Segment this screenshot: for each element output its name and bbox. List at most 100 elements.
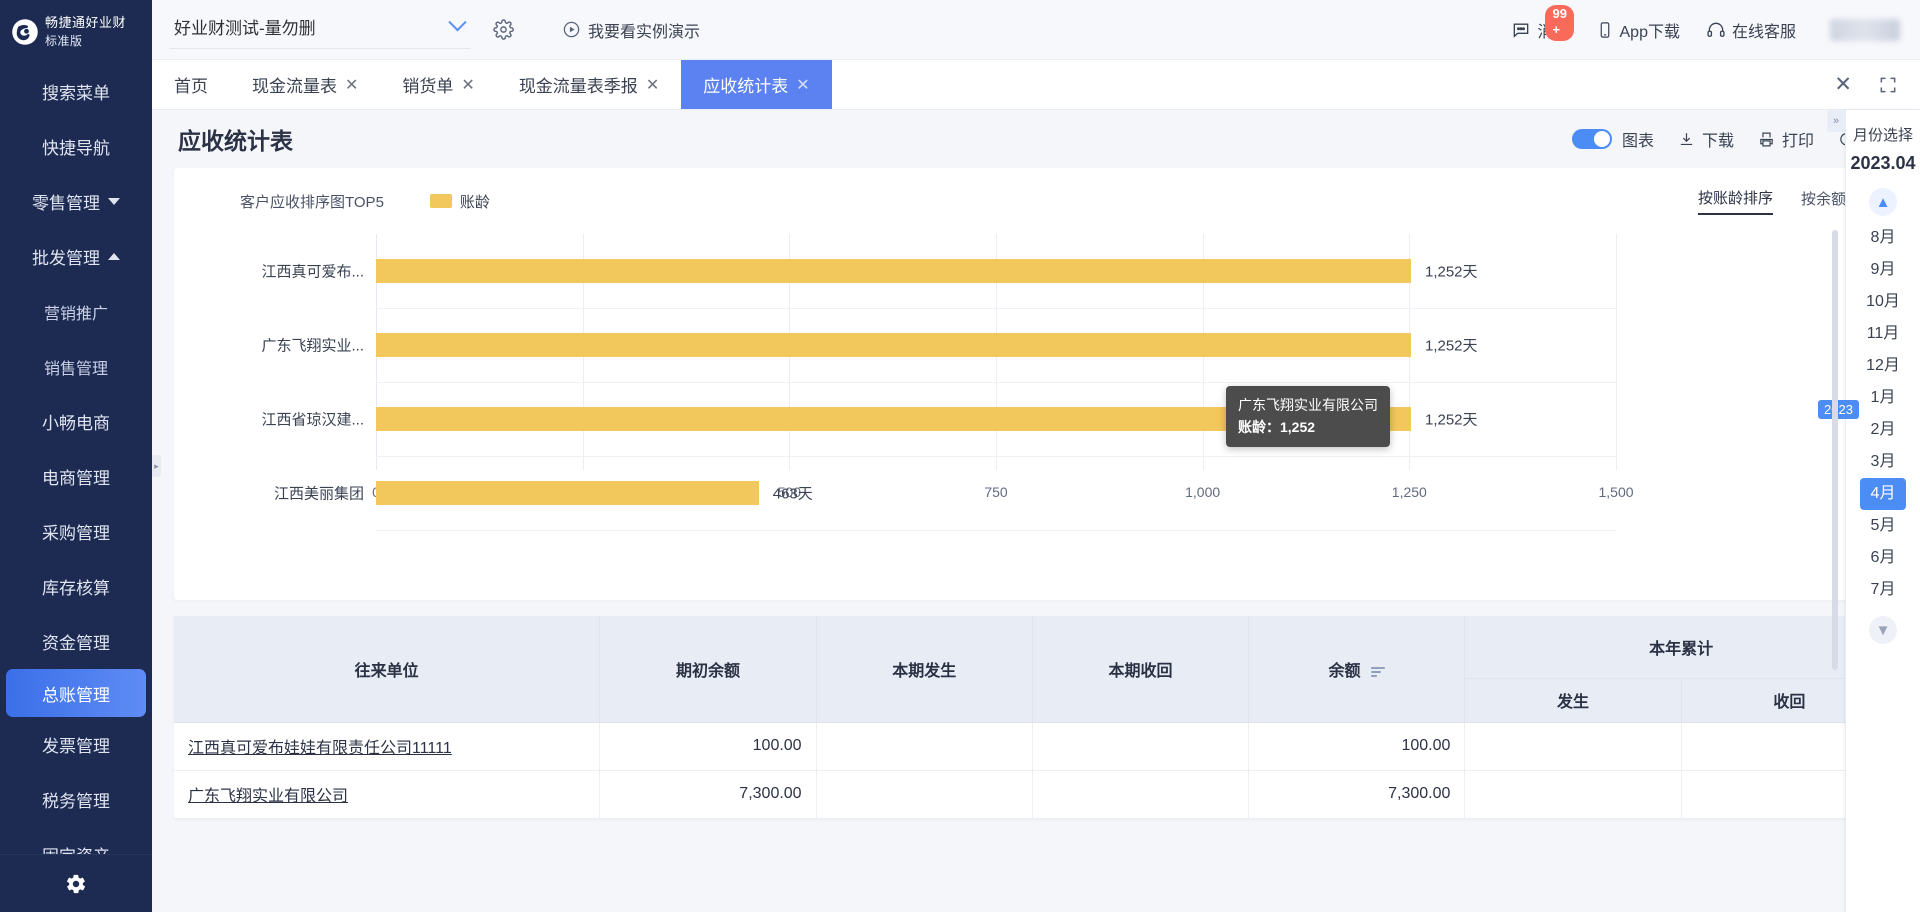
sidebar-item-label: 营销推广 — [43, 305, 108, 323]
col-header-unit[interactable]: 往来单位 — [174, 616, 601, 723]
receivable-table: 往来单位 期初余额 本期发生 本期收回 余额 本年累计 发生 收回 — [174, 616, 1899, 819]
play-circle-icon — [563, 21, 580, 38]
sidebar-settings-button[interactable] — [0, 854, 152, 912]
bar[interactable] — [376, 259, 1411, 283]
sidebar-item-purchase[interactable]: 采购管理 — [0, 504, 152, 559]
unit-link[interactable]: 江西真可爱布娃娃有限责任公司11111 — [188, 740, 452, 757]
sidebar-item-label: 发票管理 — [42, 737, 110, 756]
bar-row[interactable]: 江西省琼汉建... 1,252天 — [261, 382, 1616, 456]
col-header-opening[interactable]: 期初余额 — [599, 616, 817, 723]
row-separator — [376, 308, 1616, 309]
month-option[interactable]: 9月 — [1870, 261, 1896, 278]
bar-value-label: 1,252天 — [1424, 263, 1478, 281]
month-option[interactable]: 4月 — [1860, 478, 1906, 510]
sidebar-item-retail[interactable]: 零售管理 — [0, 174, 152, 229]
table-header-row: 往来单位 期初余额 本期发生 本期收回 余额 本年累计 — [174, 616, 1898, 723]
brand-name: 畅捷通好业财 — [45, 14, 127, 30]
tab-home[interactable]: 首页 — [152, 60, 230, 109]
sidebar-item-invoice[interactable]: 发票管理 — [0, 717, 152, 772]
sidebar-collapse-handle[interactable]: ▸ — [152, 455, 161, 477]
sidebar-item-general-ledger[interactable]: 总账管理 — [6, 669, 146, 717]
table-row[interactable]: 江西真可爱布娃娃有限责任公司11111 100.00 100.00 — [174, 722, 1899, 771]
sidebar-item-fixed-assets[interactable]: 固定资产 — [0, 827, 152, 854]
close-icon[interactable]: ✕ — [645, 76, 660, 94]
bar[interactable] — [376, 481, 759, 505]
fullscreen-icon[interactable] — [1878, 75, 1898, 95]
chart-tooltip: 广东飞翔实业有限公司 账龄：1,252 — [1226, 386, 1390, 447]
avatar[interactable] — [1830, 18, 1900, 41]
cell-current-occur — [816, 770, 1033, 819]
org-selector-value: 好业财测试-量勿删 — [174, 18, 316, 38]
sidebar-item-sales[interactable]: 销售管理 — [0, 339, 152, 394]
col-header-balance[interactable]: 余额 — [1248, 616, 1466, 723]
table-body: 江西真可爱布娃娃有限责任公司11111 100.00 100.00 广东飞翔实业有限公… — [174, 722, 1899, 819]
sort-by-age-button[interactable]: 按账龄排序 — [1697, 187, 1773, 215]
close-icon[interactable]: ✕ — [1834, 73, 1852, 96]
month-panel-collapse-button[interactable]: » — [1827, 110, 1845, 132]
chart-legend: 账龄 — [429, 191, 490, 212]
cell-current-recover — [1032, 722, 1250, 771]
sidebar-item-xc-ecommerce[interactable]: 小畅电商 — [0, 394, 152, 449]
month-option[interactable]: 2月 — [1870, 421, 1896, 438]
sidebar-item-search-menu[interactable]: 搜索菜单 — [0, 64, 152, 119]
sidebar-item-marketing[interactable]: 营销推广 — [0, 284, 152, 339]
online-service-button[interactable]: 在线客服 — [1706, 18, 1796, 42]
month-option[interactable]: 7月 — [1870, 581, 1896, 598]
topbar-actions: 消息 99 + App下载 在线客服 — [1511, 4, 1900, 42]
month-option[interactable]: 11月 — [1866, 325, 1900, 342]
month-option[interactable]: 3月 — [1870, 453, 1896, 470]
tab-cash-flow-statement[interactable]: 现金流量表 ✕ — [230, 60, 380, 109]
month-option[interactable]: 1月 — [1870, 389, 1896, 406]
tab-cash-flow-quarterly[interactable]: 现金流量表季报 ✕ — [497, 60, 681, 109]
bar-row[interactable]: 江西美丽集团 463天 — [274, 456, 1616, 530]
close-icon[interactable]: ✕ — [461, 76, 475, 94]
sort-icon[interactable] — [1370, 666, 1385, 677]
tab-receivable-statistics[interactable]: 应收统计表 ✕ — [681, 60, 832, 109]
col-header-ytd-occur[interactable]: 发生 — [1464, 678, 1682, 723]
app-download-label: App下载 — [1619, 23, 1680, 41]
bar[interactable] — [376, 333, 1411, 357]
month-option[interactable]: 5月 — [1870, 517, 1896, 534]
sidebar-item-ecommerce[interactable]: 电商管理 — [0, 449, 152, 504]
chevron-up-icon[interactable]: ▲ — [1869, 188, 1897, 216]
sidebar-item-inventory[interactable]: 库存核算 — [0, 559, 152, 614]
sidebar-item-label: 零售管理 — [32, 194, 100, 213]
bar-chart: 02505007501,0001,2501,500江西真可爱布...1,252天… — [196, 234, 1876, 574]
app-download-button[interactable]: App下载 — [1596, 18, 1680, 42]
print-button[interactable]: 打印 — [1758, 127, 1814, 151]
sidebar-item-quick-nav[interactable]: 快捷导航 — [0, 119, 152, 174]
sidebar-item-funds[interactable]: 资金管理 — [0, 614, 152, 669]
sidebar-item-tax[interactable]: 税务管理 — [0, 772, 152, 827]
org-selector[interactable]: 好业财测试-量勿删 — [170, 11, 470, 49]
chevron-down-icon[interactable]: ▼ — [1869, 616, 1897, 644]
col-header-current-occur[interactable]: 本期发生 — [816, 616, 1033, 723]
tab-sales-order[interactable]: 销货单 ✕ — [380, 60, 496, 109]
download-button[interactable]: 下载 — [1678, 127, 1734, 151]
bar-value-label: 1,252天 — [1424, 411, 1478, 429]
bar-row[interactable]: 江西真可爱布... 1,252天 — [261, 234, 1616, 308]
unit-link[interactable]: 广东飞翔实业有限公司 — [188, 788, 349, 805]
sidebar-menu: 搜索菜单 快捷导航 零售管理 批发管理 营销推广 销售管理 小畅电商 电商管理 … — [0, 60, 152, 854]
chart-toggle[interactable] — [1571, 129, 1612, 149]
table-row[interactable]: 广东飞翔实业有限公司 7,300.00 7,300.00 — [174, 770, 1899, 819]
month-option[interactable]: 6月 — [1870, 549, 1896, 566]
messages-button[interactable]: 消息 99 + — [1511, 4, 1574, 42]
month-selector-panel: » 月份选择 2023.04 ▲ 8月 9月 10月 11月 12月 1月 2月 3月 4月 5月… — [1818, 110, 1920, 912]
col-header-current-recover[interactable]: 本期收回 — [1032, 616, 1250, 723]
download-label: 下载 — [1701, 133, 1734, 150]
month-option[interactable]: 10月 — [1866, 293, 1900, 310]
sidebar-item-wholesale[interactable]: 批发管理 — [0, 229, 152, 284]
topbar-settings-button[interactable] — [492, 19, 514, 41]
content-scrollbar[interactable] — [1832, 230, 1838, 670]
mobile-icon — [1600, 21, 1609, 38]
close-icon[interactable]: ✕ — [345, 76, 359, 94]
month-option[interactable]: 8月 — [1870, 229, 1896, 246]
demo-link[interactable]: 我要看实例演示 — [562, 18, 700, 42]
cell-opening: 100.00 — [599, 722, 817, 771]
bar-row[interactable]: 广东飞翔实业... 1,252天 — [261, 308, 1616, 382]
month-panel-period: 2023.04 — [1850, 153, 1916, 173]
message-icon — [1514, 23, 1529, 38]
close-icon[interactable]: ✕ — [796, 76, 810, 94]
month-option[interactable]: 12月 — [1866, 357, 1900, 374]
x-axis-tick: 1,000 — [1185, 484, 1221, 500]
